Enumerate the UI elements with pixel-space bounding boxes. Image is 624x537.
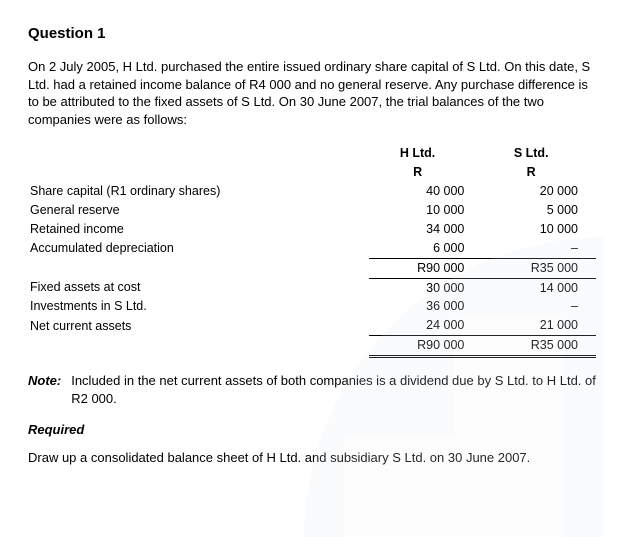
row-s: 20 000 (482, 182, 596, 201)
row-s: 21 000 (482, 316, 596, 335)
row-label: Investments in S Ltd. (28, 297, 369, 316)
row-label: Fixed assets at cost (28, 278, 369, 297)
row-label: General reserve (28, 201, 369, 220)
subtotal2-h: R90 000 (369, 336, 483, 357)
note-text: Included in the net current assets of bo… (71, 372, 596, 407)
required-heading: Required (28, 421, 596, 439)
currency-s: R (482, 163, 596, 182)
row-h: 40 000 (369, 182, 483, 201)
row-label: Accumulated depreciation (28, 239, 369, 258)
row-h: 6 000 (369, 239, 483, 258)
subtotal1-s: R35 000 (482, 258, 596, 278)
row-h: 36 000 (369, 297, 483, 316)
row-s: – (482, 239, 596, 258)
col-header-s: S Ltd. (482, 144, 596, 163)
row-h: 34 000 (369, 220, 483, 239)
row-h: 24 000 (369, 316, 483, 335)
row-label: Share capital (R1 ordinary shares) (28, 182, 369, 201)
col-header-h: H Ltd. (369, 144, 483, 163)
row-label: Retained income (28, 220, 369, 239)
intro-paragraph: On 2 July 2005, H Ltd. purchased the ent… (28, 58, 596, 128)
row-label: Net current assets (28, 316, 369, 335)
required-text: Draw up a consolidated balance sheet of … (28, 449, 596, 467)
question-title: Question 1 (28, 24, 596, 44)
row-h: 10 000 (369, 201, 483, 220)
trial-balance-table: H Ltd. S Ltd. R R Share capital (R1 ordi… (28, 144, 596, 358)
row-h: 30 000 (369, 278, 483, 297)
currency-h: R (369, 163, 483, 182)
row-s: – (482, 297, 596, 316)
subtotal1-h: R90 000 (369, 258, 483, 278)
note-label: Note: (28, 372, 61, 407)
row-s: 5 000 (482, 201, 596, 220)
subtotal2-s: R35 000 (482, 336, 596, 357)
row-s: 10 000 (482, 220, 596, 239)
row-s: 14 000 (482, 278, 596, 297)
